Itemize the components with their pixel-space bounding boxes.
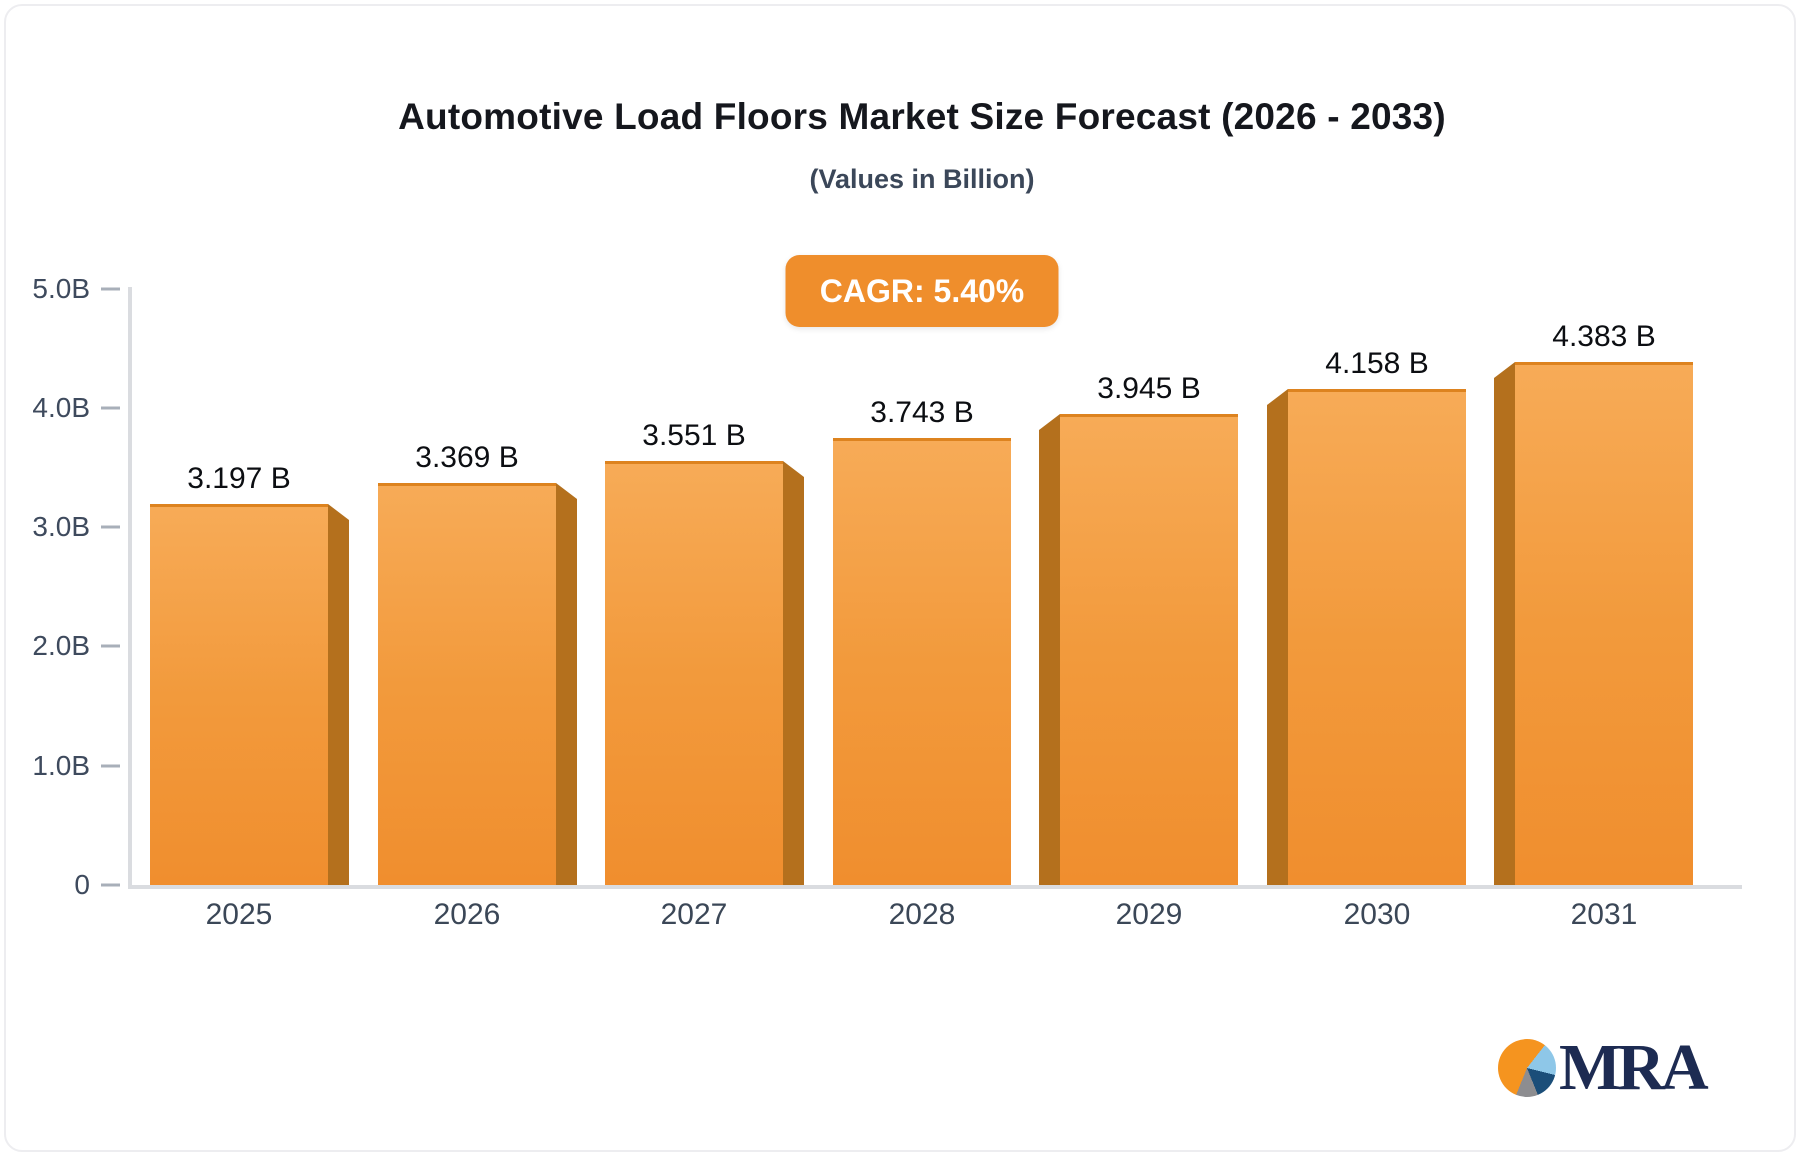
bar-side-2030 (1267, 389, 1288, 885)
bar-side-2025 (328, 504, 349, 885)
x-axis-label-2030: 2030 (1343, 898, 1411, 931)
bar-2030 (1288, 389, 1466, 885)
bar-2028 (833, 438, 1011, 885)
x-axis-line (128, 885, 1742, 889)
y-axis-tick-label: 4.0B (32, 392, 90, 423)
pie-chart-icon (1498, 1039, 1556, 1097)
y-axis-tick (101, 406, 120, 410)
logo-text: MRA (1559, 1031, 1709, 1104)
y-axis-line (128, 287, 132, 889)
bar-value-label-2031: 4.383 B (1552, 320, 1656, 353)
bar-side-2027 (783, 461, 804, 885)
y-axis-tick (101, 764, 120, 768)
bar-2026 (378, 483, 556, 885)
bar-2031 (1515, 362, 1693, 885)
bar-value-label-2026: 3.369 B (415, 441, 519, 474)
bar-value-label-2030: 4.158 B (1325, 347, 1429, 380)
cagr-badge: CAGR: 5.40% (785, 255, 1059, 327)
chart-title: Automotive Load Floors Market Size Forec… (398, 96, 1446, 137)
bar-2025 (150, 504, 328, 885)
x-axis-label-2025: 2025 (205, 898, 273, 931)
y-axis-tick-label: 0 (74, 869, 90, 900)
y-axis-tick (101, 883, 120, 887)
x-axis-label-2029: 2029 (1115, 898, 1183, 931)
bar-side-2031 (1494, 362, 1515, 885)
bar-side-2026 (556, 483, 577, 885)
bar-side-2029 (1039, 414, 1060, 885)
y-axis-tick-label: 3.0B (32, 511, 90, 542)
y-axis-tick (101, 525, 120, 529)
bar-value-label-2025: 3.197 B (187, 462, 291, 495)
y-axis-tick (101, 287, 120, 291)
bar-value-label-2029: 3.945 B (1097, 372, 1201, 405)
y-axis-tick-label: 2.0B (32, 630, 90, 661)
x-axis-label-2031: 2031 (1570, 898, 1638, 931)
bar-value-label-2028: 3.743 B (870, 396, 974, 429)
bar-2029 (1060, 414, 1238, 885)
x-axis-label-2027: 2027 (660, 898, 728, 931)
bar-value-label-2027: 3.551 B (642, 419, 746, 452)
cagr-badge-label: CAGR: 5.40% (819, 272, 1025, 309)
mra-logo: MRA (1498, 1030, 1709, 1106)
x-axis-label-2026: 2026 (433, 898, 501, 931)
x-axis-label-2028: 2028 (888, 898, 956, 931)
y-axis-tick (101, 644, 120, 648)
y-axis-tick-label: 5.0B (32, 273, 90, 304)
y-axis-tick-label: 1.0B (32, 750, 90, 781)
chart-subtitle: (Values in Billion) (809, 164, 1035, 194)
bar-2027 (605, 461, 783, 885)
